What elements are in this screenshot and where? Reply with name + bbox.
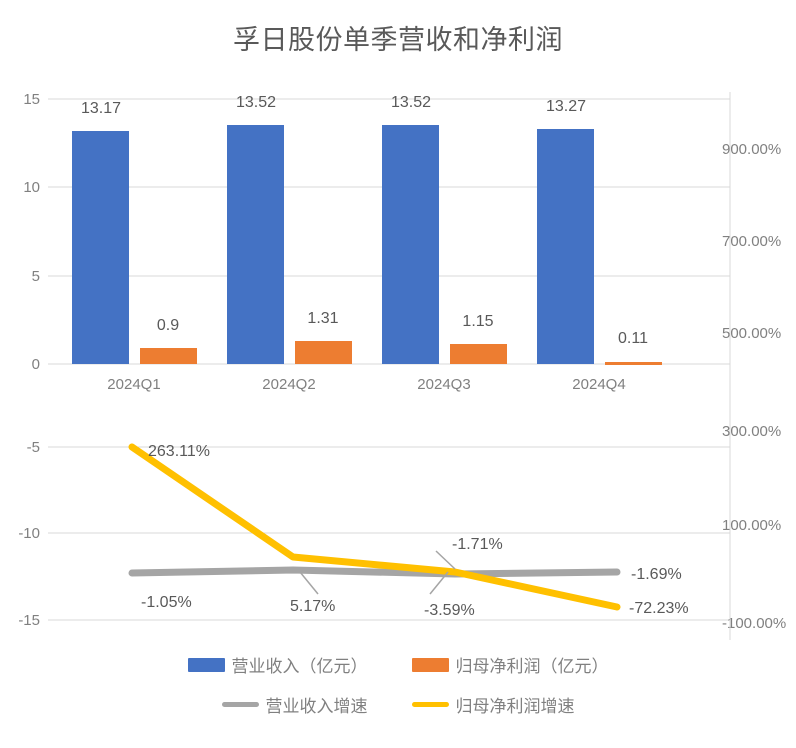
left-axis-tick: -10 bbox=[18, 525, 40, 542]
bar-revenue-2024Q4[interactable] bbox=[537, 129, 594, 364]
right-axis-tick: 700.00% bbox=[722, 233, 781, 250]
bar-netprofit-2024Q4[interactable] bbox=[605, 362, 662, 365]
netprofit-bars bbox=[140, 341, 662, 365]
revenue-value-labels: 13.17 13.52 13.52 13.27 bbox=[81, 94, 586, 117]
bar-revenue-2024Q3[interactable] bbox=[382, 125, 439, 364]
bar-revenue-2024Q2[interactable] bbox=[227, 125, 284, 364]
value-label-netprofit: 0.9 bbox=[157, 317, 179, 334]
right-axis-tick: 100.00% bbox=[722, 517, 781, 534]
category-label: 2024Q1 bbox=[107, 376, 160, 393]
legend-row-lines: 营业收入增速 归母净利润增速 bbox=[0, 692, 796, 717]
value-label-revenue-growth: -1.05% bbox=[141, 594, 192, 611]
legend-item-netprofit[interactable]: 归母净利润（亿元） bbox=[411, 652, 609, 677]
category-label: 2024Q4 bbox=[572, 376, 625, 393]
legend-label-netprofit: 归母净利润（亿元） bbox=[455, 657, 609, 676]
legend-label-revenue-growth: 营业收入增速 bbox=[265, 697, 368, 716]
right-axis: 900.00% 700.00% 500.00% 300.00% 100.00% … bbox=[722, 141, 786, 632]
value-label-netprofit-growth: -1.71% bbox=[452, 536, 503, 553]
value-label-netprofit: 0.11 bbox=[618, 330, 648, 347]
right-axis-tick: 500.00% bbox=[722, 325, 781, 342]
legend-label-revenue: 营业收入（亿元） bbox=[231, 657, 368, 676]
value-label-revenue-growth: -3.59% bbox=[424, 602, 475, 619]
left-axis-tick: 10 bbox=[23, 179, 40, 196]
category-label: 2024Q2 bbox=[262, 376, 315, 393]
value-label-revenue: 13.27 bbox=[546, 98, 586, 115]
netprofit-value-labels: 0.9 1.31 1.15 0.11 bbox=[157, 310, 648, 347]
value-label-revenue: 13.52 bbox=[236, 94, 276, 111]
left-axis-tick: 15 bbox=[23, 91, 40, 108]
bar-netprofit-2024Q1[interactable] bbox=[140, 348, 197, 364]
value-label-revenue: 13.52 bbox=[391, 94, 431, 111]
legend-row-bars: 营业收入（亿元） 归母净利润（亿元） bbox=[0, 652, 796, 677]
legend-item-netprofit-growth[interactable]: 归母净利润增速 bbox=[411, 692, 575, 717]
legend-label-netprofit-growth: 归母净利润增速 bbox=[455, 697, 575, 716]
value-label-netprofit-growth: 263.11% bbox=[148, 443, 210, 460]
leader-line-revenue-growth-q3 bbox=[429, 571, 449, 595]
leader-line-revenue-growth-q2 bbox=[299, 571, 319, 595]
value-label-netprofit-growth: -72.23% bbox=[629, 600, 689, 617]
leader-line-netprofit-growth-q2 bbox=[435, 550, 456, 570]
legend-swatch-revenue-icon bbox=[187, 657, 225, 672]
bar-netprofit-2024Q3[interactable] bbox=[450, 344, 507, 364]
left-axis-tick: -5 bbox=[27, 439, 40, 456]
category-label: 2024Q3 bbox=[417, 376, 470, 393]
value-label-netprofit: 1.15 bbox=[462, 313, 493, 330]
value-label-revenue-growth: -1.69% bbox=[631, 566, 682, 583]
value-label-revenue-growth: 5.17% bbox=[290, 598, 335, 615]
legend-item-revenue[interactable]: 营业收入（亿元） bbox=[187, 652, 368, 677]
growth-value-labels: 263.11% -1.71% -72.23% -1.05% 5.17% -3.5… bbox=[141, 443, 689, 619]
legend-item-revenue-growth[interactable]: 营业收入增速 bbox=[221, 692, 368, 717]
right-axis-tick: 900.00% bbox=[722, 141, 781, 158]
line-netprofit-growth[interactable] bbox=[128, 443, 621, 611]
revenue-bars bbox=[72, 125, 594, 364]
left-axis-tick: 0 bbox=[32, 356, 40, 373]
right-axis-tick: -100.00% bbox=[722, 615, 786, 632]
bar-netprofit-2024Q2[interactable] bbox=[295, 341, 352, 364]
value-label-revenue: 13.17 bbox=[81, 100, 121, 117]
right-axis-tick: 300.00% bbox=[722, 423, 781, 440]
legend-swatch-netprofit-growth-icon bbox=[411, 702, 449, 707]
left-axis-tick: -15 bbox=[18, 612, 40, 629]
line-revenue-growth[interactable] bbox=[128, 566, 621, 578]
left-axis-tick: 5 bbox=[32, 268, 40, 285]
chart-title: 孚日股份单季营收和净利润 bbox=[233, 25, 563, 55]
category-labels: 2024Q1 2024Q2 2024Q3 2024Q4 bbox=[107, 376, 625, 393]
legend-swatch-netprofit-icon bbox=[411, 657, 449, 672]
value-label-netprofit: 1.31 bbox=[307, 310, 338, 327]
legend-swatch-revenue-growth-icon bbox=[221, 702, 259, 707]
bar-revenue-2024Q1[interactable] bbox=[72, 131, 129, 364]
left-axis: 15 10 5 0 -5 -10 -15 bbox=[18, 91, 40, 629]
